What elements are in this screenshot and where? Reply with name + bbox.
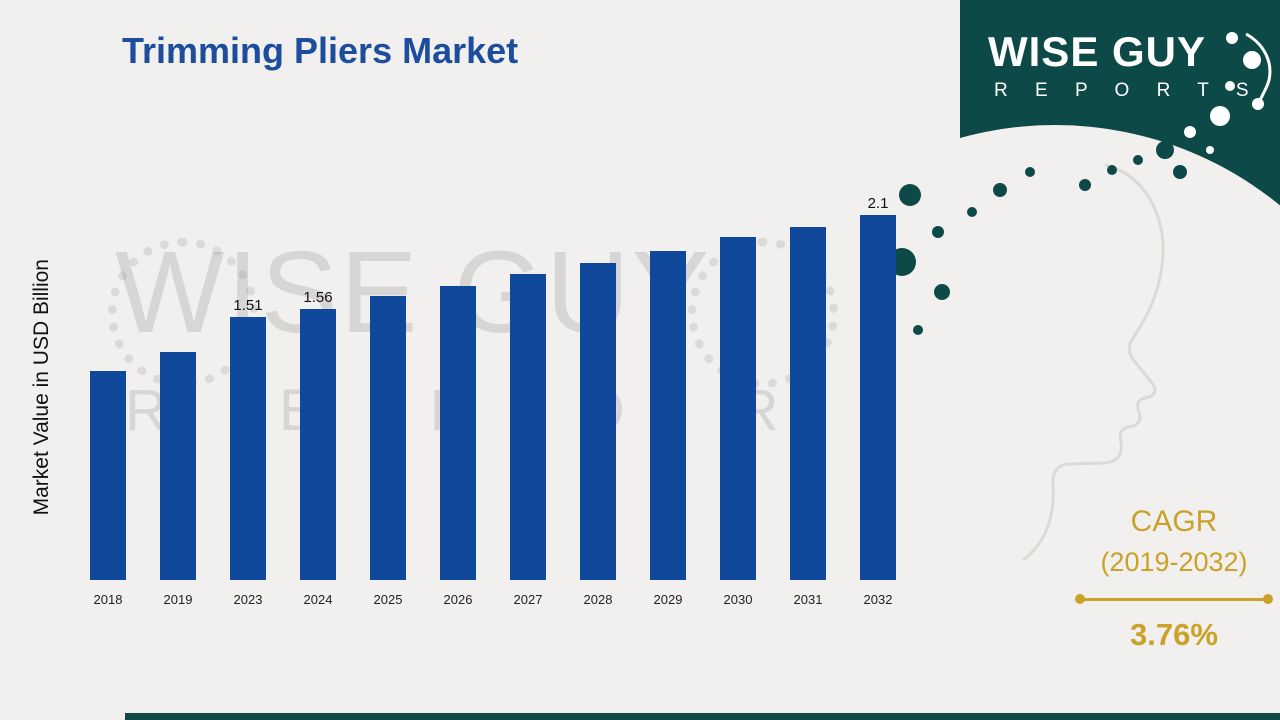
bottom-accent-bar [125,713,1280,720]
bar-column-2030: 2030 [708,217,768,607]
x-tick-label: 2027 [513,592,543,607]
x-tick-label: 2031 [793,592,823,607]
bar-chart: 2018 2019 1.51 2023 1.56 2024 2025 2026 2027 2028… [78,195,908,607]
bar-column-2026: 2026 [428,266,488,607]
cagr-divider [1075,594,1273,604]
logo-subtitle: R E P O R T S [994,80,1260,101]
x-tick-label: 2023 [233,592,263,607]
bar-column-2025: 2025 [358,276,418,607]
bar-column-2019: 2019 [148,332,208,607]
bar-column-2024: 1.56 2024 [288,289,348,607]
bar-2025 [370,296,406,580]
logo: WISE GUY R E P O R T S [988,28,1260,102]
cagr-label: CAGR [1130,505,1218,538]
bar-value-label: 1.56 [303,289,333,306]
face-profile-icon [1022,163,1165,562]
bar-2027 [510,274,546,580]
halftone-dots-white [1184,32,1264,154]
bar-value-label: 2.1 [867,195,889,212]
x-tick-label: 2019 [163,592,193,607]
bar-value-label: 1.51 [233,297,263,314]
bar-2026 [440,286,476,580]
bar-column-2027: 2027 [498,254,558,607]
x-tick-label: 2018 [93,592,123,607]
bar-2024 [300,309,336,580]
cagr-block: CAGR (2019-2032) 3.76% [1075,505,1273,653]
page-title: Trimming Pliers Market [122,30,519,71]
x-tick-label: 2025 [373,592,403,607]
x-tick-label: 2030 [723,592,753,607]
logo-wordmark: WISE GUY [988,28,1207,75]
bar-2030 [720,237,756,580]
bar-2018 [90,371,126,580]
bar-2028 [580,263,616,580]
bar-column-2028: 2028 [568,243,628,607]
x-tick-label: 2029 [653,592,683,607]
cagr-range: (2019-2032) [1100,547,1248,577]
bar-2032 [860,215,896,580]
cagr-value: 3.76% [1130,617,1218,652]
panel-circle-cutout [880,125,1280,720]
x-tick-label: 2028 [583,592,613,607]
x-tick-label: 2032 [863,592,893,607]
bar-column-2018: 2018 [78,351,138,607]
x-tick-label: 2026 [443,592,473,607]
bar-2031 [790,227,826,580]
bar-column-2023: 1.51 2023 [218,297,278,607]
brand-panel-graphic [880,0,1280,720]
bar-column-2029: 2029 [638,231,698,607]
x-tick-label: 2024 [303,592,333,607]
bar-2023 [230,317,266,580]
bar-2019 [160,352,196,580]
bar-column-2032: 2.1 2032 [848,195,908,607]
y-axis-label: Market Value in USD Billion [30,259,53,516]
bar-column-2031: 2031 [778,207,838,607]
bar-2029 [650,251,686,580]
